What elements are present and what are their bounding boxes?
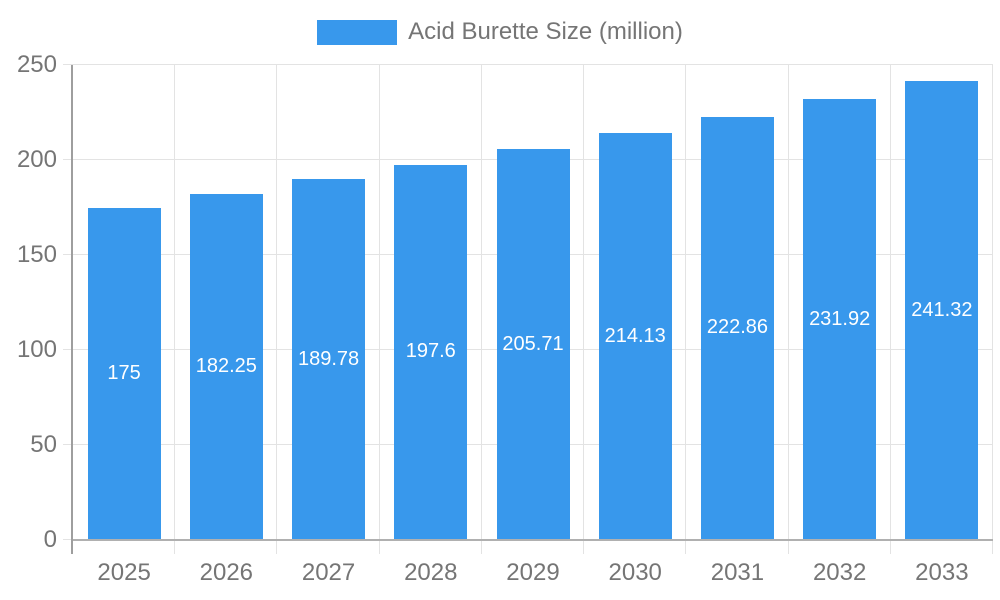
y-axis-label: 0 [43,526,57,553]
y-tick [63,159,73,160]
v-gridline [378,65,380,540]
y-tick [63,64,73,65]
bar-value-label: 241.32 [911,298,973,321]
y-tick [63,444,73,445]
x-axis-label: 2033 [915,559,969,586]
v-gridline [276,65,278,540]
bar[interactable]: 205.71 [496,149,570,540]
y-axis-label: 200 [16,146,57,173]
x-axis-label: 2030 [608,559,662,586]
x-tick [583,540,585,554]
v-gridline [889,65,891,540]
bar-value-label: 189.78 [297,347,360,370]
v-gridline [174,65,176,540]
y-axis-label: 100 [16,336,57,363]
h-gridline [73,64,993,65]
bar[interactable]: 231.92 [803,99,877,540]
x-tick [787,540,789,554]
v-gridline [583,65,585,540]
x-axis-label: 2025 [97,559,151,586]
bar[interactable]: 214.13 [598,133,672,540]
y-axis-line [71,65,73,554]
y-tick [63,349,73,350]
v-gridline [480,65,482,540]
bar-value-label: 222.86 [706,316,769,339]
x-axis-label: 2031 [710,559,765,586]
bar-value-label: 205.71 [502,332,564,355]
y-axis-label: 50 [30,431,57,458]
legend-label: Acid Burette Size (million) [408,18,683,45]
bar[interactable]: 182.25 [189,193,263,540]
v-gridline [685,65,687,540]
v-gridline [787,65,789,540]
y-tick [63,254,73,255]
x-tick [378,540,380,554]
y-axis-label: 150 [16,241,57,268]
bar[interactable]: 222.86 [700,116,774,540]
x-tick [889,540,891,554]
x-axis-label: 2029 [506,559,560,586]
x-axis-line [73,539,993,541]
x-tick [685,540,687,554]
legend[interactable]: Acid Burette Size (million) [0,18,1000,45]
x-tick [480,540,482,554]
x-axis-label: 2026 [199,559,254,586]
x-tick [276,540,278,554]
bar-value-label: 231.92 [809,307,871,330]
x-axis-label: 2032 [812,559,867,586]
y-tick [63,539,73,540]
bar-value-label: 182.25 [195,354,257,377]
bar[interactable]: 197.6 [394,164,468,540]
bar[interactable]: 189.78 [292,179,366,540]
x-axis-label: 2027 [301,559,356,586]
bar-value-label: 175 [107,361,141,384]
bar-value-label: 214.13 [604,324,666,347]
v-gridline [992,65,993,540]
bar[interactable]: 241.32 [905,81,979,540]
bar[interactable]: 175 [87,207,161,540]
x-tick [174,540,176,554]
legend-swatch [317,19,398,45]
x-axis-label: 2028 [404,559,458,586]
x-tick [992,540,993,554]
y-axis-label: 250 [16,51,57,78]
bar-value-label: 197.6 [405,340,456,363]
